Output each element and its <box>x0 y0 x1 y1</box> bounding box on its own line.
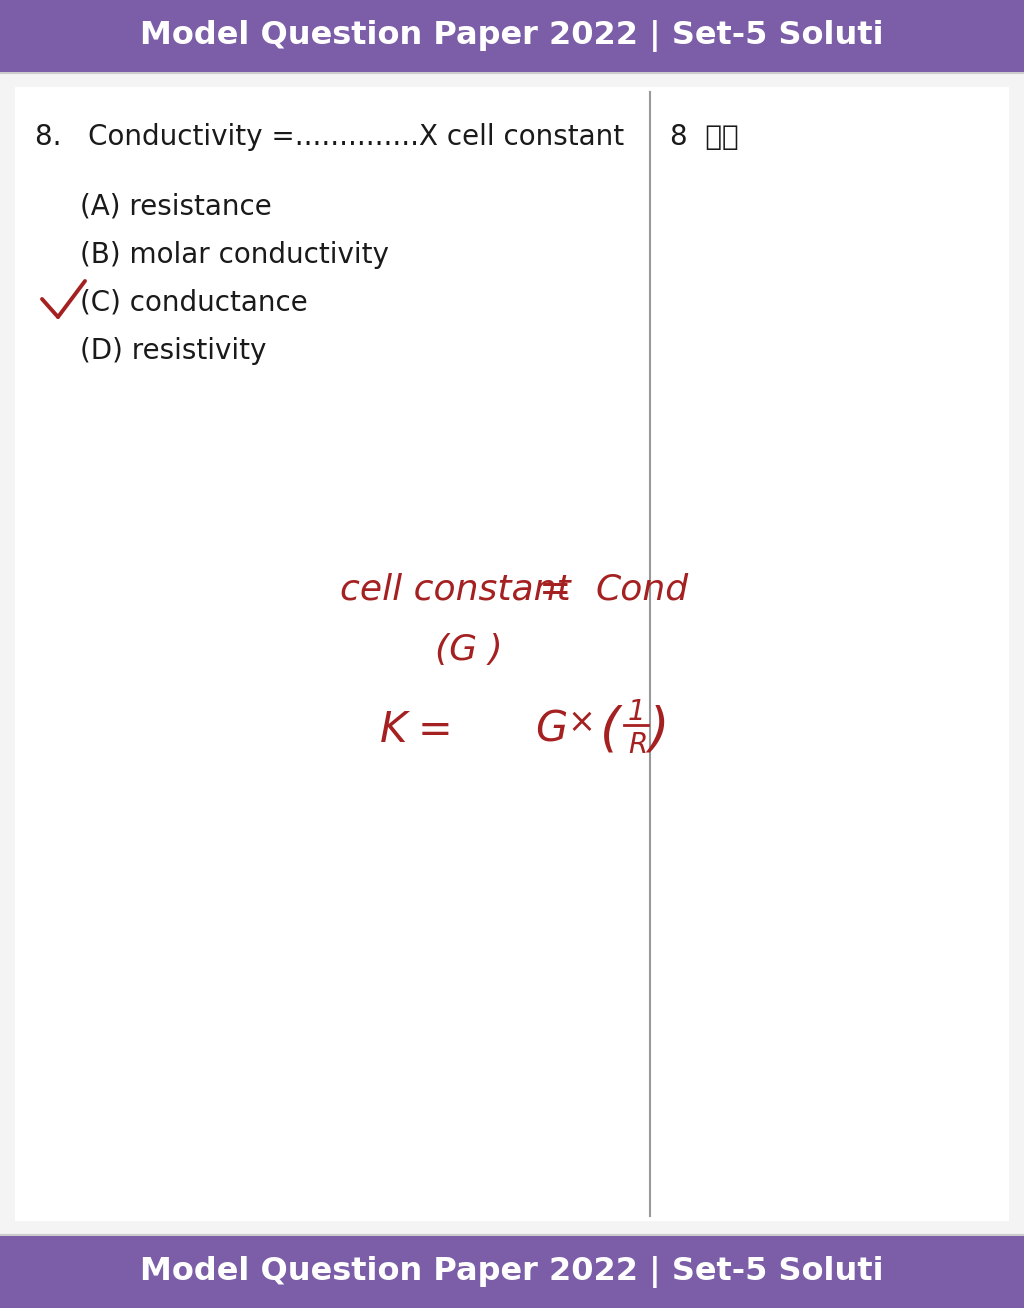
Text: (A) resistance: (A) resistance <box>80 194 271 221</box>
Text: 1: 1 <box>628 698 645 726</box>
Text: cell constant: cell constant <box>340 573 570 607</box>
Text: (: ( <box>600 704 621 756</box>
Bar <box>0 0 1024 72</box>
Text: (D) resistivity: (D) resistivity <box>80 337 266 365</box>
Text: K: K <box>380 709 408 751</box>
Text: Model Question Paper 2022 | Set-5 Soluti: Model Question Paper 2022 | Set-5 Soluti <box>140 1256 884 1288</box>
Text: =: = <box>539 572 571 610</box>
Bar <box>0 72 1024 1236</box>
Text: (C) conductance: (C) conductance <box>80 289 308 317</box>
Bar <box>0 1236 1024 1308</box>
Text: 8  चा: 8 चा <box>670 123 738 150</box>
Text: (B) molar conductivity: (B) molar conductivity <box>80 241 389 269</box>
Text: G: G <box>535 709 567 751</box>
Text: 8.   Conductivity =..............X cell constant: 8. Conductivity =..............X cell co… <box>35 123 624 150</box>
Text: R: R <box>628 731 647 759</box>
Text: =: = <box>418 709 453 751</box>
Text: ): ) <box>648 704 669 756</box>
Bar <box>15 88 1009 1220</box>
Text: Model Question Paper 2022 | Set-5 Soluti: Model Question Paper 2022 | Set-5 Soluti <box>140 20 884 52</box>
Text: $\times$: $\times$ <box>567 705 593 739</box>
Text: Cond: Cond <box>595 573 688 607</box>
Text: (G ): (G ) <box>435 633 503 667</box>
